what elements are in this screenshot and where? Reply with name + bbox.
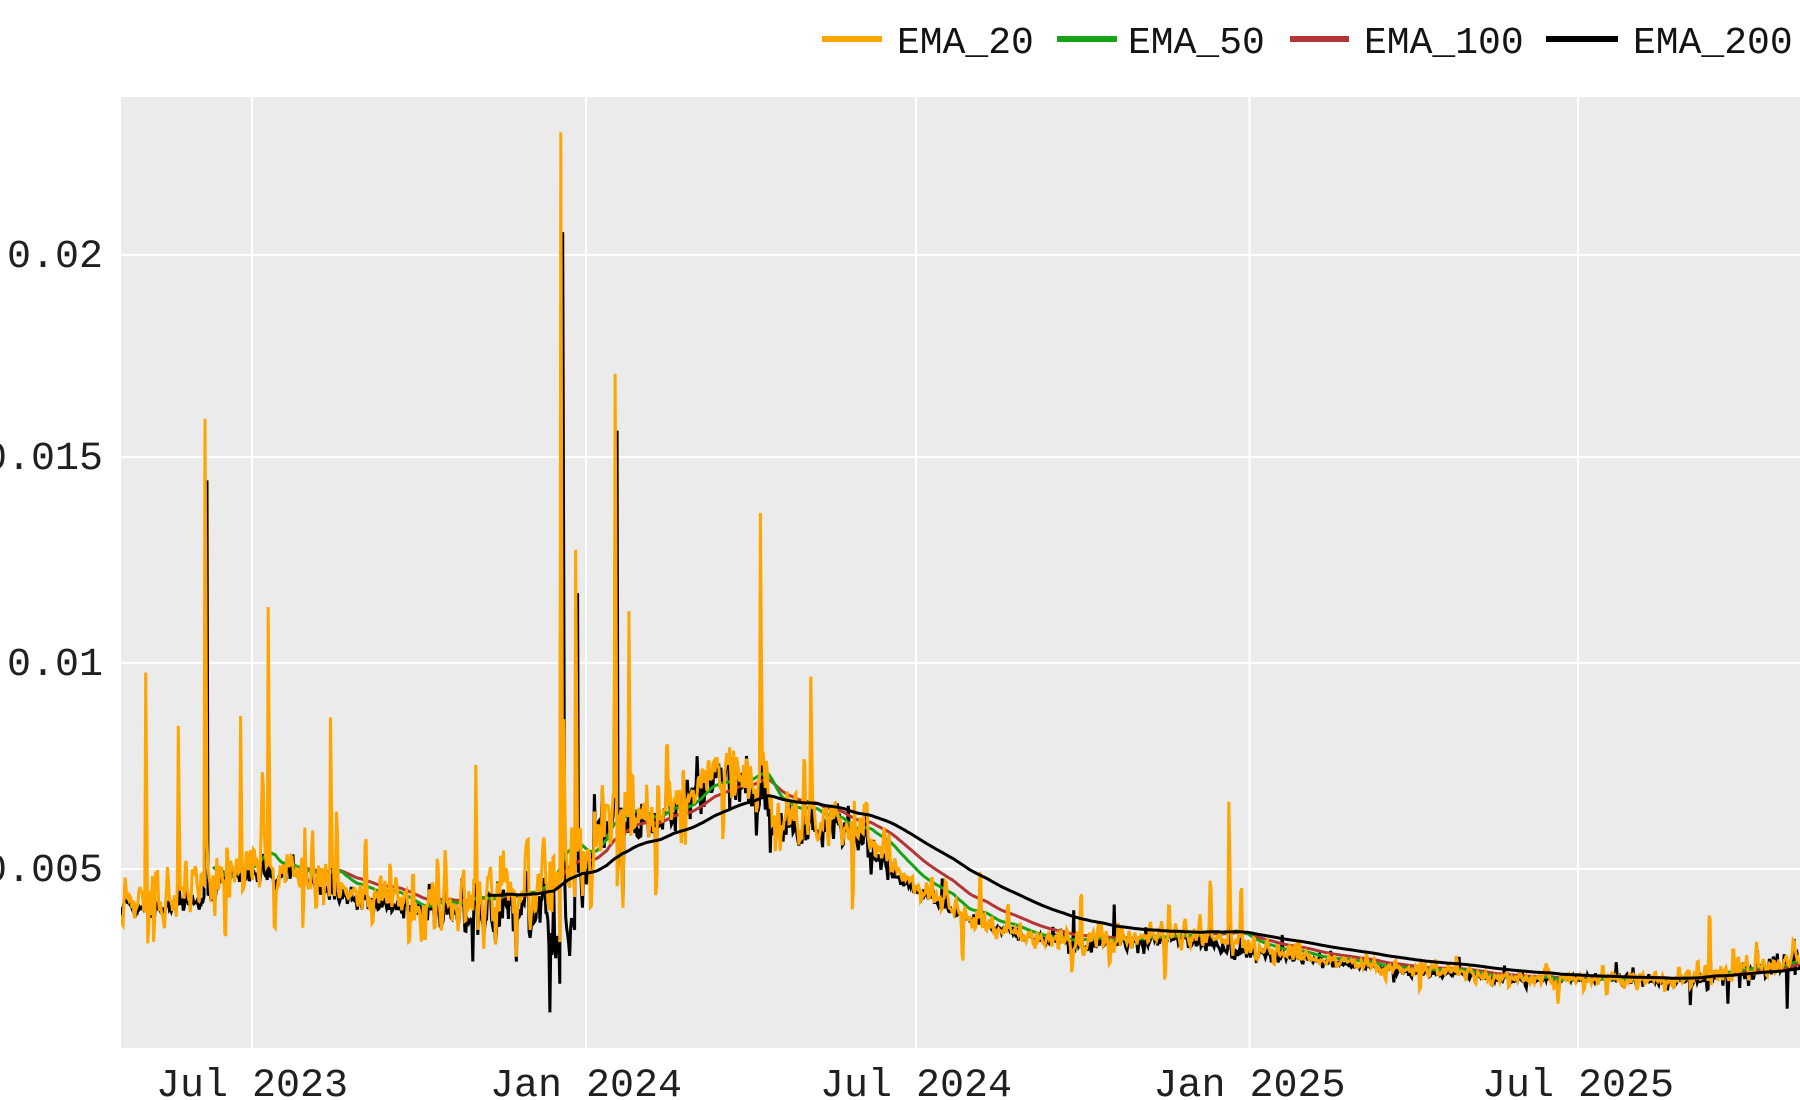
- svg-text:0.01: 0.01: [7, 643, 103, 688]
- svg-text:0.02: 0.02: [7, 235, 103, 280]
- svg-text:Jan 2024: Jan 2024: [490, 1064, 682, 1100]
- svg-text:Jul 2023: Jul 2023: [156, 1064, 348, 1100]
- svg-text:Jan 2025: Jan 2025: [1153, 1064, 1345, 1100]
- svg-text:Jul 2025: Jul 2025: [1482, 1064, 1674, 1100]
- svg-text:Jul 2024: Jul 2024: [820, 1064, 1012, 1100]
- svg-text:EMA_200: EMA_200: [1633, 22, 1793, 65]
- svg-text:EMA_20: EMA_20: [897, 22, 1034, 65]
- svg-text:0.005: 0.005: [0, 849, 103, 894]
- svg-text:EMA_50: EMA_50: [1128, 22, 1265, 65]
- svg-text:EMA_100: EMA_100: [1364, 22, 1524, 65]
- svg-text:0.015: 0.015: [0, 437, 103, 482]
